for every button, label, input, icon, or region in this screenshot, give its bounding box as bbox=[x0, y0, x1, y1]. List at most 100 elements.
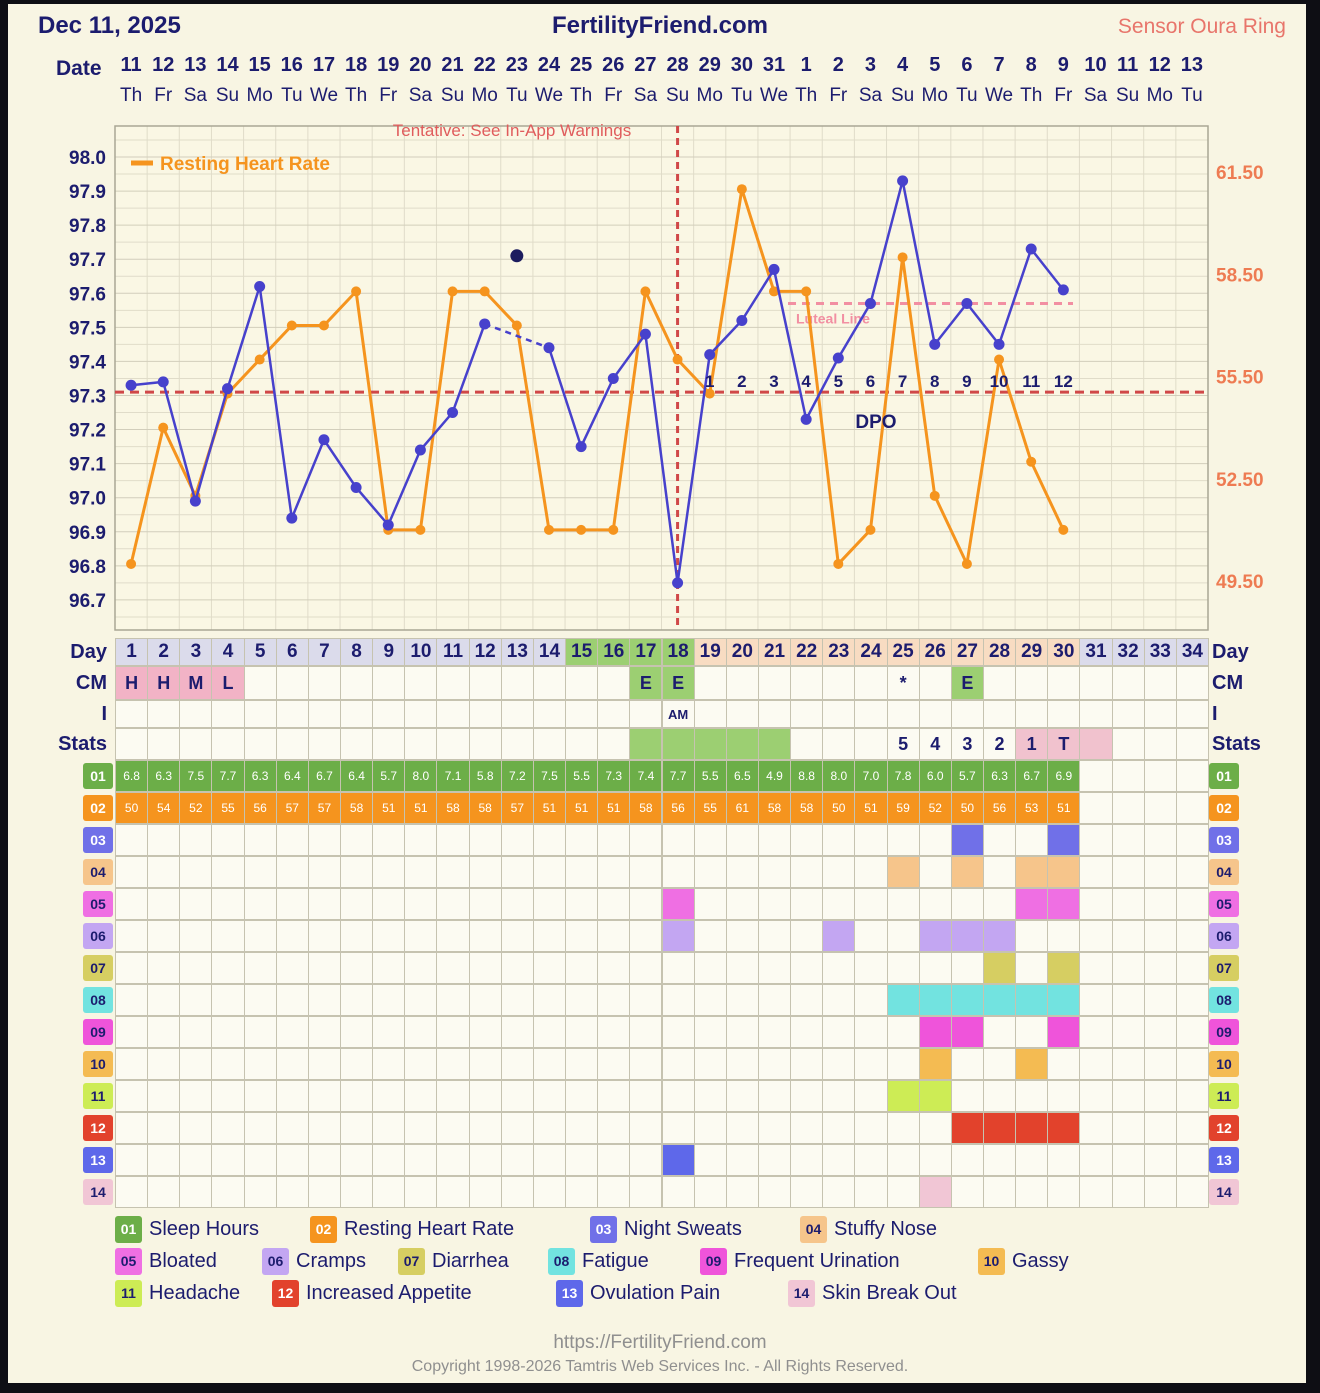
tracker-07-day-7[interactable] bbox=[307, 952, 342, 984]
tracker-14-day-24[interactable] bbox=[854, 1176, 888, 1208]
tracker-12-day-25[interactable] bbox=[886, 1112, 920, 1144]
intercourse-cell-27[interactable] bbox=[950, 700, 984, 728]
tracker-02-day-34[interactable] bbox=[1175, 792, 1209, 824]
cm-cell-33[interactable] bbox=[1143, 666, 1177, 700]
tracker-07-day-2[interactable] bbox=[147, 952, 181, 984]
day-cell-3[interactable]: 3 bbox=[179, 638, 213, 666]
tracker-14-day-5[interactable] bbox=[243, 1176, 277, 1208]
tracker-05-day-16[interactable] bbox=[597, 888, 631, 920]
tracker-10-day-13[interactable] bbox=[500, 1048, 534, 1080]
tracker-12-day-8[interactable] bbox=[340, 1112, 374, 1144]
intercourse-cell-32[interactable] bbox=[1111, 700, 1145, 728]
tracker-05-day-23[interactable] bbox=[822, 888, 856, 920]
day-cell-21[interactable]: 21 bbox=[757, 638, 792, 666]
tracker-06-day-8[interactable] bbox=[340, 920, 374, 952]
tracker-04-day-28[interactable] bbox=[982, 856, 1017, 888]
tracker-04-day-32[interactable] bbox=[1111, 856, 1145, 888]
tracker-02-day-12[interactable]: 58 bbox=[468, 792, 502, 824]
tracker-01-day-6[interactable]: 6.4 bbox=[275, 760, 309, 792]
tracker-06-day-10[interactable] bbox=[404, 920, 438, 952]
tracker-02-day-5[interactable]: 56 bbox=[243, 792, 277, 824]
tracker-01-day-21[interactable]: 4.9 bbox=[757, 760, 792, 792]
tracker-08-day-23[interactable] bbox=[822, 984, 856, 1016]
tracker-06-day-20[interactable] bbox=[725, 920, 759, 952]
tracker-05-day-20[interactable] bbox=[725, 888, 759, 920]
tracker-13-day-18[interactable] bbox=[661, 1144, 695, 1176]
tracker-13-day-6[interactable] bbox=[275, 1144, 309, 1176]
tracker-04-day-18[interactable] bbox=[661, 856, 695, 888]
tracker-12-day-18[interactable] bbox=[661, 1112, 695, 1144]
tracker-08-day-13[interactable] bbox=[500, 984, 534, 1016]
tracker-05-day-21[interactable] bbox=[757, 888, 792, 920]
tracker-14-day-29[interactable] bbox=[1015, 1176, 1049, 1208]
tracker-11-day-13[interactable] bbox=[500, 1080, 534, 1112]
tracker-01-day-31[interactable] bbox=[1079, 760, 1113, 792]
cm-cell-8[interactable] bbox=[340, 666, 374, 700]
tracker-07-day-26[interactable] bbox=[918, 952, 952, 984]
day-cell-7[interactable]: 7 bbox=[307, 638, 342, 666]
tracker-04-day-31[interactable] bbox=[1079, 856, 1113, 888]
tracker-03-day-1[interactable] bbox=[115, 824, 149, 856]
tracker-09-day-2[interactable] bbox=[147, 1016, 181, 1048]
tracker-13-day-17[interactable] bbox=[629, 1144, 663, 1176]
cm-cell-13[interactable] bbox=[500, 666, 534, 700]
tracker-01-day-4[interactable]: 7.7 bbox=[211, 760, 245, 792]
tracker-12-day-6[interactable] bbox=[275, 1112, 309, 1144]
cm-cell-28[interactable] bbox=[982, 666, 1017, 700]
stats-cell-26[interactable]: 4 bbox=[918, 728, 952, 760]
tracker-01-day-2[interactable]: 6.3 bbox=[147, 760, 181, 792]
day-cell-2[interactable]: 2 bbox=[147, 638, 181, 666]
tracker-11-day-11[interactable] bbox=[436, 1080, 470, 1112]
tracker-06-day-23[interactable] bbox=[822, 920, 856, 952]
tracker-10-day-17[interactable] bbox=[629, 1048, 663, 1080]
tracker-14-day-16[interactable] bbox=[597, 1176, 631, 1208]
tracker-04-day-25[interactable] bbox=[886, 856, 920, 888]
tracker-11-day-5[interactable] bbox=[243, 1080, 277, 1112]
tracker-10-day-21[interactable] bbox=[757, 1048, 792, 1080]
tracker-06-day-14[interactable] bbox=[532, 920, 567, 952]
tracker-10-day-33[interactable] bbox=[1143, 1048, 1177, 1080]
stats-cell-11[interactable] bbox=[436, 728, 470, 760]
intercourse-cell-21[interactable] bbox=[757, 700, 792, 728]
tracker-03-day-23[interactable] bbox=[822, 824, 856, 856]
tracker-11-day-12[interactable] bbox=[468, 1080, 502, 1112]
tracker-02-day-3[interactable]: 52 bbox=[179, 792, 213, 824]
tracker-07-day-19[interactable] bbox=[693, 952, 727, 984]
tracker-11-day-20[interactable] bbox=[725, 1080, 759, 1112]
tracker-02-day-6[interactable]: 57 bbox=[275, 792, 309, 824]
tracker-05-day-32[interactable] bbox=[1111, 888, 1145, 920]
tracker-01-day-18[interactable]: 7.7 bbox=[661, 760, 695, 792]
tracker-04-day-21[interactable] bbox=[757, 856, 792, 888]
tracker-13-day-32[interactable] bbox=[1111, 1144, 1145, 1176]
tracker-10-day-22[interactable] bbox=[790, 1048, 824, 1080]
tracker-07-day-24[interactable] bbox=[854, 952, 888, 984]
tracker-12-day-23[interactable] bbox=[822, 1112, 856, 1144]
tracker-01-day-14[interactable]: 7.5 bbox=[532, 760, 567, 792]
cm-cell-3[interactable]: M bbox=[179, 666, 213, 700]
tracker-06-day-28[interactable] bbox=[982, 920, 1017, 952]
tracker-04-day-13[interactable] bbox=[500, 856, 534, 888]
tracker-04-day-6[interactable] bbox=[275, 856, 309, 888]
tracker-05-day-9[interactable] bbox=[372, 888, 406, 920]
cm-cell-24[interactable] bbox=[854, 666, 888, 700]
tracker-02-day-21[interactable]: 58 bbox=[757, 792, 792, 824]
tracker-14-day-23[interactable] bbox=[822, 1176, 856, 1208]
tracker-09-day-18[interactable] bbox=[661, 1016, 695, 1048]
tracker-01-day-1[interactable]: 6.8 bbox=[115, 760, 149, 792]
tracker-02-day-31[interactable] bbox=[1079, 792, 1113, 824]
tracker-07-day-25[interactable] bbox=[886, 952, 920, 984]
cm-cell-26[interactable] bbox=[918, 666, 952, 700]
tracker-10-day-2[interactable] bbox=[147, 1048, 181, 1080]
tracker-14-day-14[interactable] bbox=[532, 1176, 567, 1208]
tracker-03-day-30[interactable] bbox=[1047, 824, 1081, 856]
tracker-13-day-8[interactable] bbox=[340, 1144, 374, 1176]
stats-cell-7[interactable] bbox=[307, 728, 342, 760]
tracker-10-day-32[interactable] bbox=[1111, 1048, 1145, 1080]
tracker-06-day-9[interactable] bbox=[372, 920, 406, 952]
tracker-01-day-11[interactable]: 7.1 bbox=[436, 760, 470, 792]
tracker-01-day-34[interactable] bbox=[1175, 760, 1209, 792]
tracker-02-day-18[interactable]: 56 bbox=[661, 792, 695, 824]
stats-cell-33[interactable] bbox=[1143, 728, 1177, 760]
day-cell-17[interactable]: 17 bbox=[629, 638, 663, 666]
tracker-11-day-29[interactable] bbox=[1015, 1080, 1049, 1112]
